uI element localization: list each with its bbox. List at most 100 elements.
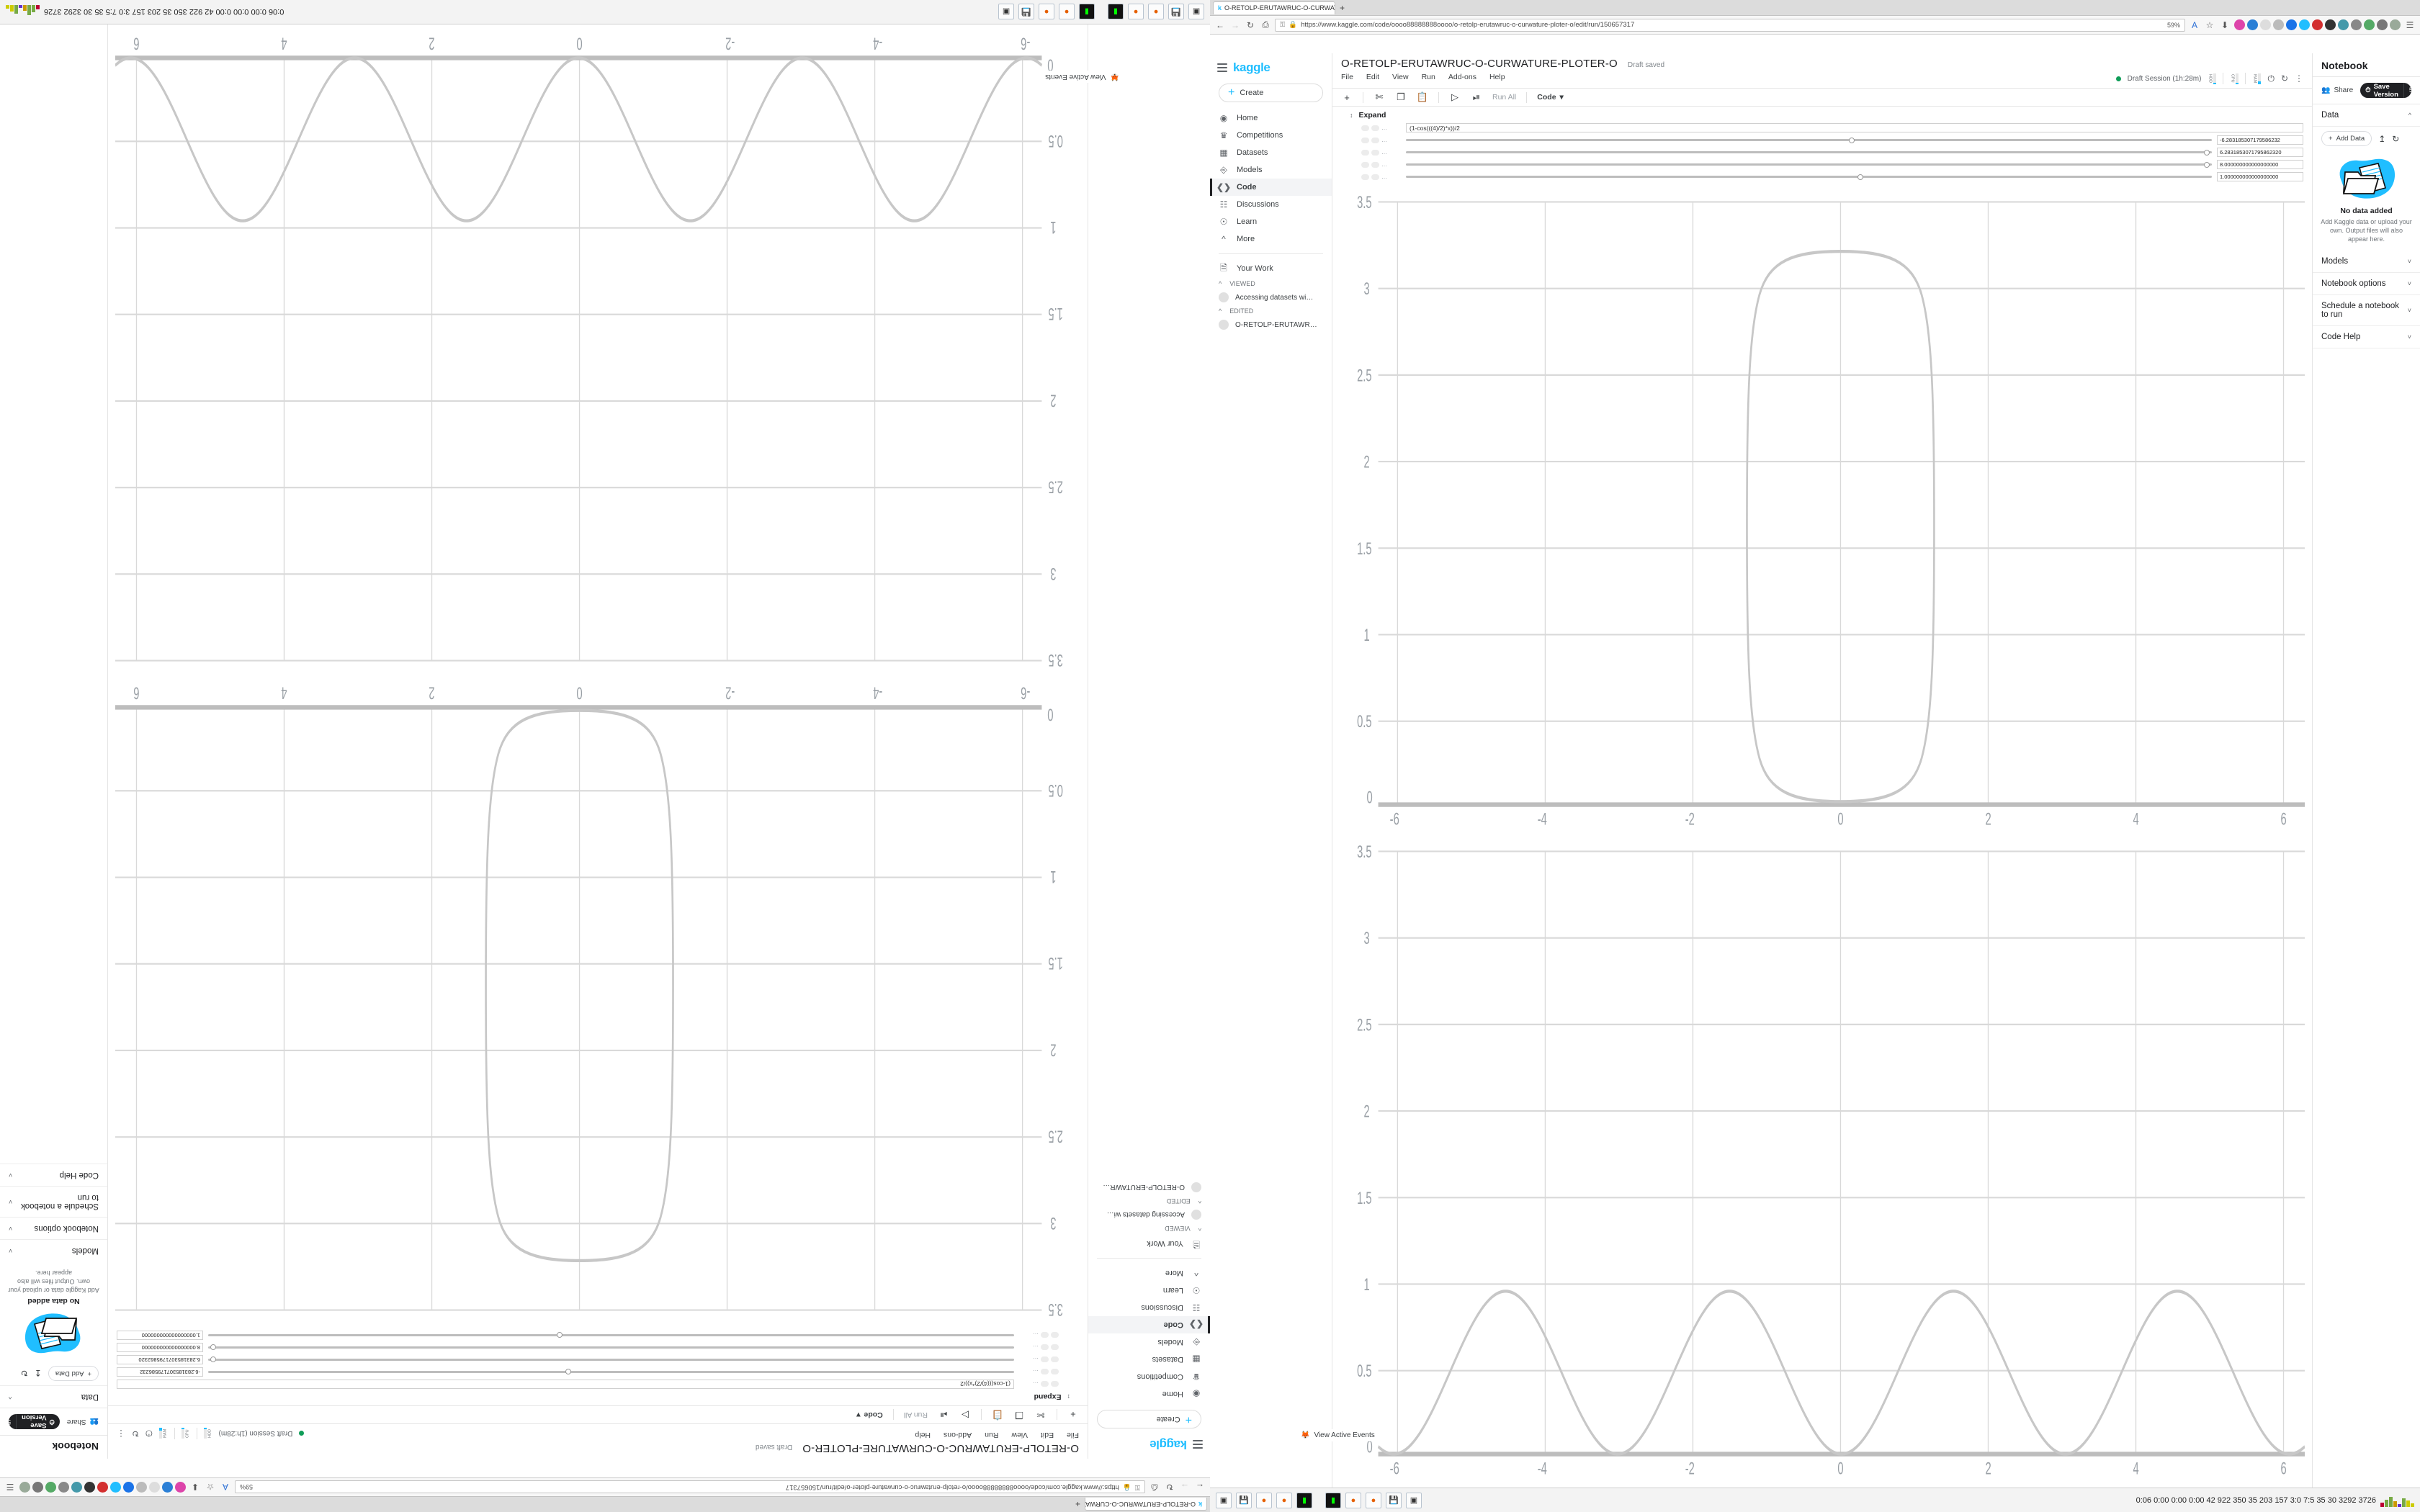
sidebar-group-viewed[interactable]: ^ VIEWED xyxy=(1210,277,1332,290)
slider-value[interactable]: 6.2831853071795862320 xyxy=(2217,148,2303,157)
menu-help[interactable]: Help xyxy=(1489,73,1505,81)
restart-icon[interactable]: ↻ xyxy=(2280,73,2288,84)
extension-icon[interactable] xyxy=(84,1482,95,1493)
extension-icons[interactable] xyxy=(2234,19,2401,30)
clipboard-icon[interactable]: 📋 xyxy=(1416,91,1429,102)
firefox-icon[interactable]: ● xyxy=(1276,1492,1292,1508)
extension-icon[interactable] xyxy=(175,1482,186,1493)
sidebar-item-more[interactable]: ^ More xyxy=(1210,230,1332,248)
formula-input[interactable]: (1-cos(((4)/2)*x))/2 xyxy=(1406,123,2303,132)
slider-knob[interactable] xyxy=(2203,149,2210,156)
slider-value[interactable]: 8.000000000000000000 xyxy=(117,1343,203,1352)
lock-icon[interactable]: 🔒 xyxy=(1289,21,1298,29)
section-code-help[interactable]: Code Help ˅ xyxy=(2313,326,2420,349)
share-button[interactable]: 👥 Share xyxy=(2321,86,2353,94)
folder-icon[interactable]: ⎙ xyxy=(1151,1482,1158,1493)
copy-icon[interactable]: ❐ xyxy=(1397,91,1405,102)
reload-icon[interactable]: ↻ xyxy=(1165,1482,1174,1493)
extension-icon[interactable] xyxy=(2377,19,2388,30)
sidebar-item-learn[interactable]: ☉ Learn xyxy=(1210,213,1332,230)
kaggle-logo[interactable]: kaggle xyxy=(1150,1438,1187,1452)
firefox-icon[interactable]: ● xyxy=(1059,4,1075,20)
sidebar-item-your-work[interactable]: 🗎 Your Work xyxy=(1088,1235,1210,1252)
download-icon[interactable]: ⬇ xyxy=(191,1482,200,1493)
extension-icon[interactable] xyxy=(2390,19,2401,30)
back-arrow-icon[interactable]: ← xyxy=(1196,1482,1204,1493)
slider-xmin[interactable] xyxy=(1406,136,2212,144)
slider-points[interactable] xyxy=(1406,161,2212,168)
hamburger-menu-icon[interactable]: ☰ xyxy=(2406,19,2414,30)
slider-value[interactable]: -6.283185307179586232 xyxy=(117,1367,203,1377)
add-data-button[interactable]: + Add Data xyxy=(48,1366,99,1381)
sidebar-item-models[interactable]: ⎆ Models xyxy=(1088,1333,1210,1351)
expand-control[interactable]: ↕ Expand xyxy=(108,1390,1088,1405)
tab-strip[interactable]: k O-RETOLP-ERUTAWRUC-O-CURWATURE-PLOTER-… xyxy=(1210,0,2420,16)
extension-icon[interactable] xyxy=(2325,19,2336,30)
address-bar[interactable]: ⚿ 🔒 https://www.kaggle.com/code/oooo8888… xyxy=(235,1480,1145,1494)
star-icon[interactable]: ☆ xyxy=(2205,19,2214,30)
slider-knob[interactable] xyxy=(565,1369,571,1375)
menu-edit[interactable]: Edit xyxy=(1366,73,1380,81)
create-button[interactable]: + Create xyxy=(1219,84,1323,102)
menu-file[interactable]: File xyxy=(1341,73,1353,81)
sidebar-group-edited[interactable]: ^ EDITED xyxy=(1210,305,1332,318)
sidebar-item-code[interactable]: ❮❯ Code xyxy=(1210,179,1332,196)
screenshot-icon[interactable]: ▣ xyxy=(1216,1492,1232,1508)
sidebar-item-home[interactable]: ◉ Home xyxy=(1210,109,1332,127)
translate-icon[interactable]: A xyxy=(2191,19,2197,30)
sidebar-item-competitions[interactable]: ♛ Competitions xyxy=(1088,1368,1210,1385)
firefox-icon[interactable]: ● xyxy=(1039,4,1054,20)
menu-run[interactable]: Run xyxy=(1421,73,1435,81)
extension-icon[interactable] xyxy=(136,1482,147,1493)
slider-value[interactable]: 1.000000000000000000 xyxy=(2217,172,2303,181)
screenshot-icon[interactable]: ▣ xyxy=(998,4,1014,20)
extension-icon[interactable] xyxy=(2273,19,2284,30)
shield-icon[interactable]: ⚿ xyxy=(1134,1483,1140,1491)
sidebar-recent-item[interactable]: Accessing datasets wi… xyxy=(1210,290,1332,305)
kaggle-logo[interactable]: kaggle xyxy=(1233,60,1270,74)
firefox-icon[interactable]: ● xyxy=(1148,4,1164,20)
menu-help[interactable]: Help xyxy=(915,1431,931,1439)
sidebar-item-code[interactable]: ❮❯ Code xyxy=(1088,1316,1210,1333)
extension-icon[interactable] xyxy=(110,1482,121,1493)
lock-icon[interactable]: 🔒 xyxy=(1122,1483,1131,1491)
refresh-icon[interactable]: ↻ xyxy=(20,1368,28,1379)
zoom-level[interactable]: 59% xyxy=(2166,21,2180,29)
forward-arrow-icon[interactable]: → xyxy=(1231,19,1240,30)
menu-view[interactable]: View xyxy=(1392,73,1409,81)
slider-knob[interactable] xyxy=(210,1356,217,1363)
extension-icon[interactable] xyxy=(97,1482,108,1493)
sidebar-item-datasets[interactable]: ▦ Datasets xyxy=(1088,1351,1210,1368)
zoom-level[interactable]: 59% xyxy=(240,1483,254,1491)
sidebar-recent-item[interactable]: Accessing datasets wi… xyxy=(1088,1207,1210,1222)
folder-icon[interactable]: ⎙ xyxy=(1262,19,1269,30)
run-all-button[interactable]: Run All xyxy=(903,1410,928,1419)
power-icon[interactable]: ⏻ xyxy=(2267,73,2275,84)
upload-icon[interactable]: ↥ xyxy=(34,1368,42,1379)
section-schedule[interactable]: Schedule a notebook to run ˅ xyxy=(0,1185,107,1217)
extension-icon[interactable] xyxy=(149,1482,160,1493)
menu-addons[interactable]: Add-ons xyxy=(1448,73,1476,81)
sidebar-item-datasets[interactable]: ▦ Datasets xyxy=(1210,144,1332,161)
sidebar-item-your-work[interactable]: 🗎 Your Work xyxy=(1210,260,1332,277)
browser-tab[interactable]: k O-RETOLP-ERUTAWRUC-O-CURWATURE-PLOTER-… xyxy=(1085,1498,1207,1511)
section-notebook-options[interactable]: Notebook options ˅ xyxy=(0,1216,107,1239)
tab-strip[interactable]: k O-RETOLP-ERUTAWRUC-O-CURWATURE-PLOTER-… xyxy=(0,1496,1210,1512)
extension-icon[interactable] xyxy=(162,1482,173,1493)
slider-value[interactable]: 8.000000000000000000 xyxy=(2217,160,2303,169)
slider-knob[interactable] xyxy=(210,1344,217,1351)
menu-run[interactable]: Run xyxy=(985,1431,999,1439)
firefox-icon[interactable]: ● xyxy=(1366,1492,1381,1508)
menu-addons[interactable]: Add-ons xyxy=(944,1431,972,1439)
slider-scale[interactable] xyxy=(208,1331,1014,1339)
cell-type-select[interactable]: Code ▾ xyxy=(856,1410,883,1419)
menu-view[interactable]: View xyxy=(1011,1431,1028,1439)
new-tab-button[interactable]: + xyxy=(1340,2,1345,13)
hamburger-menu-icon[interactable]: ☰ xyxy=(6,1482,14,1493)
terminal-icon[interactable]: ▮ xyxy=(1079,4,1095,20)
sidebar-item-discussions[interactable]: ☷ Discussions xyxy=(1210,196,1332,213)
clipboard-icon[interactable]: 📋 xyxy=(991,1410,1004,1421)
slider-value[interactable]: 6.2831853071795862320 xyxy=(117,1355,203,1364)
extension-icon[interactable] xyxy=(2286,19,2297,30)
add-cell-button[interactable]: + xyxy=(1070,1409,1076,1421)
